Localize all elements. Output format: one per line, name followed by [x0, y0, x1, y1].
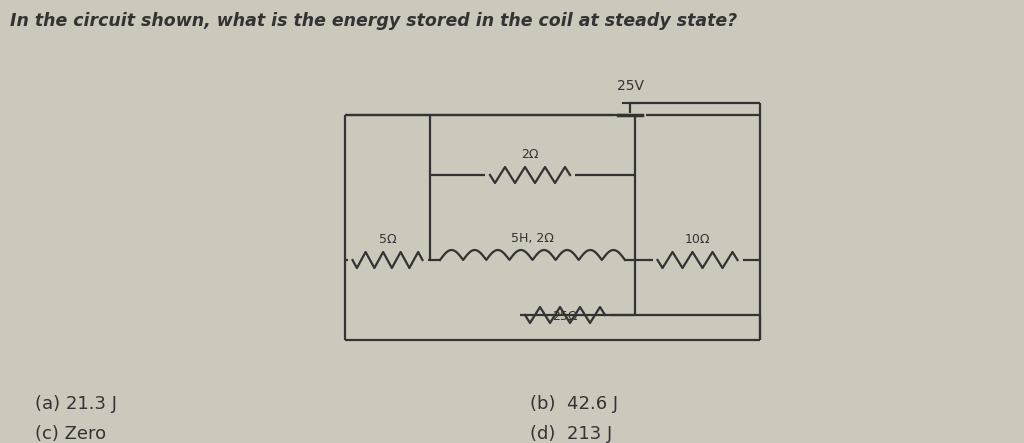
Text: 10Ω: 10Ω: [685, 233, 711, 246]
Text: 25Ω: 25Ω: [552, 310, 578, 323]
Text: 5H, 2Ω: 5H, 2Ω: [511, 232, 554, 245]
Text: 25V: 25V: [616, 79, 643, 93]
Text: 5Ω: 5Ω: [379, 233, 396, 246]
Text: (c) Zero: (c) Zero: [35, 425, 106, 443]
Text: (a) 21.3 J: (a) 21.3 J: [35, 395, 117, 413]
Text: In the circuit shown, what is the energy stored in the coil at steady state?: In the circuit shown, what is the energy…: [10, 12, 737, 30]
Text: 2Ω: 2Ω: [521, 148, 539, 161]
Text: (d)  213 J: (d) 213 J: [530, 425, 612, 443]
Text: (b)  42.6 J: (b) 42.6 J: [530, 395, 618, 413]
